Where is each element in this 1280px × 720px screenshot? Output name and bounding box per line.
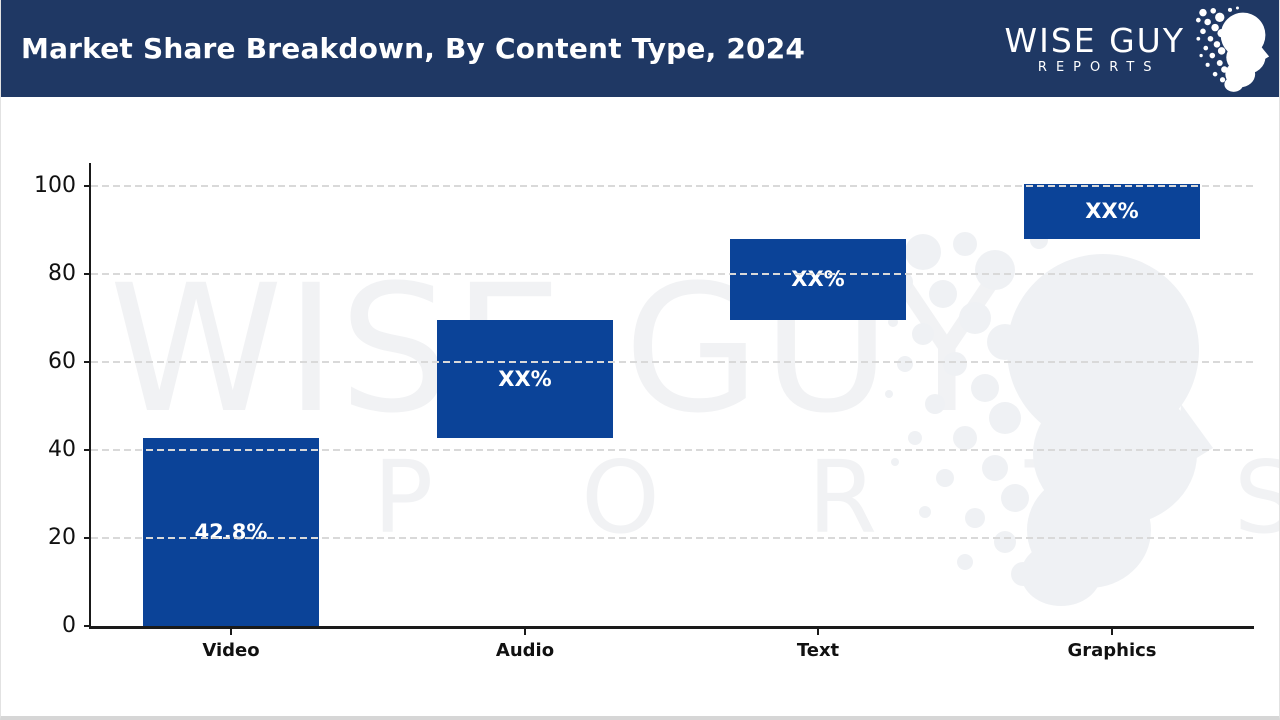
x-category-label: Video	[202, 640, 260, 661]
watermark-head-graphic	[885, 224, 1213, 606]
y-tick-mark	[84, 537, 91, 539]
y-tick-label: 40	[48, 437, 76, 462]
y-tick-mark	[84, 361, 91, 363]
bar-value-label: XX%	[791, 267, 845, 292]
y-tick-label: 100	[34, 173, 76, 198]
logo-line1: WISE GUY	[1004, 20, 1185, 60]
bar-graphics: XX%	[1024, 183, 1200, 239]
gridline	[91, 361, 1254, 363]
y-tick-label: 0	[62, 613, 76, 638]
bar-value-label: 42.8%	[194, 519, 268, 544]
y-tick-label: 20	[48, 525, 76, 550]
bar-value-label: XX%	[1085, 199, 1139, 224]
gridline	[91, 449, 1254, 451]
gridline	[91, 185, 1254, 187]
logo-wordmark: WISE GUY REPORTS	[1004, 20, 1185, 76]
bar-text: XX%	[730, 238, 906, 320]
y-tick-mark	[84, 449, 91, 451]
x-tick-mark	[817, 628, 819, 635]
bar-audio: XX%	[437, 319, 613, 438]
y-axis-line	[89, 163, 91, 629]
x-tick-mark	[524, 628, 526, 635]
x-category-label: Graphics	[1067, 640, 1157, 661]
x-tick-mark	[230, 628, 232, 635]
y-tick-label: 60	[48, 349, 76, 374]
wise-guy-logo: WISE GUY REPORTS	[1004, 4, 1271, 94]
gridline	[91, 537, 1254, 539]
bar-video: 42.8%	[143, 437, 319, 626]
x-axis-line	[89, 626, 1254, 629]
page-title: Market Share Breakdown, By Content Type,…	[21, 32, 806, 65]
x-category-label: Audio	[495, 640, 555, 661]
logo-line2: REPORTS	[1037, 60, 1161, 76]
x-category-label: Text	[796, 640, 840, 661]
y-tick-label: 80	[48, 261, 76, 286]
gridline	[91, 273, 1254, 275]
x-tick-mark	[1111, 628, 1113, 635]
y-tick-mark	[84, 625, 91, 627]
y-tick-mark	[84, 273, 91, 275]
y-tick-mark	[84, 185, 91, 187]
header-bar: Market Share Breakdown, By Content Type,…	[1, 0, 1279, 97]
bar-value-label: XX%	[498, 366, 552, 391]
logo-head-icon	[1195, 6, 1270, 92]
